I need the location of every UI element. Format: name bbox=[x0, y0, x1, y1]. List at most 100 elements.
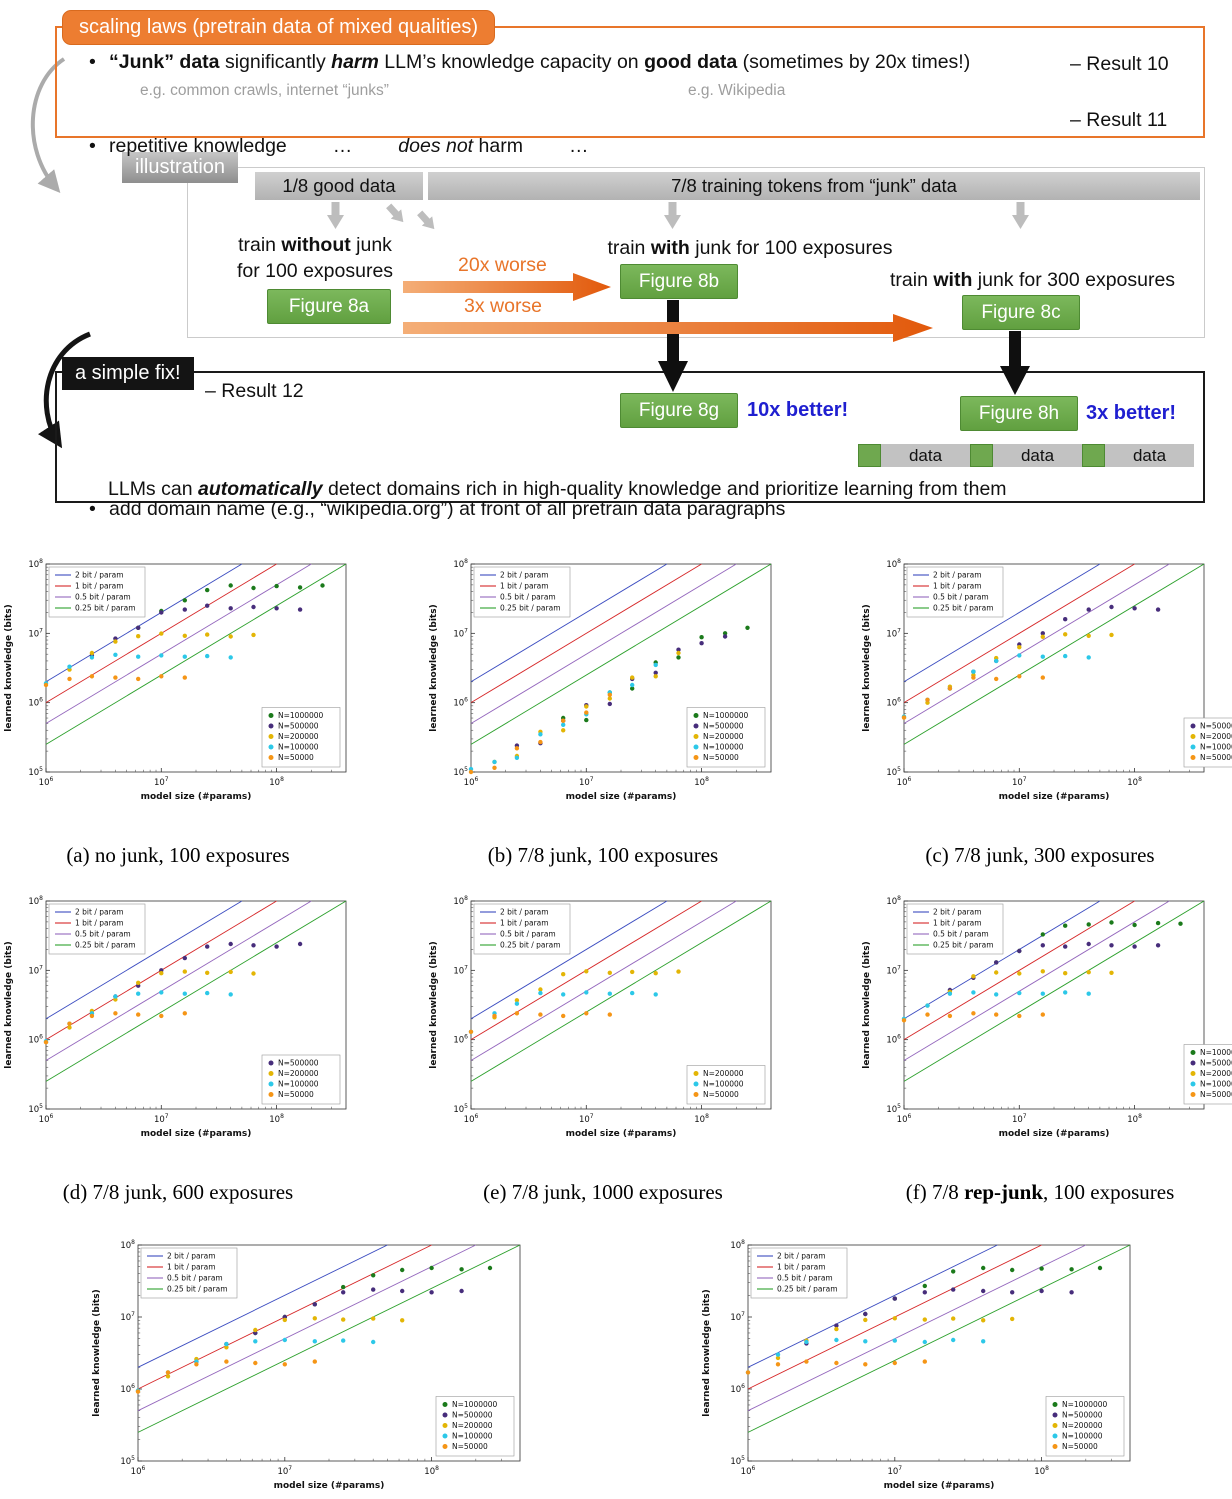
domain-tag-icon bbox=[858, 444, 881, 467]
chart-b-caption: (b) 7/8 junk, 100 exposures bbox=[425, 843, 781, 868]
svg-text:0.25 bit / param: 0.25 bit / param bbox=[933, 941, 994, 950]
svg-text:106: 106 bbox=[886, 697, 901, 709]
automatically-word: automatically bbox=[197, 478, 323, 500]
svg-text:106: 106 bbox=[28, 697, 43, 709]
svg-text:model size (#params): model size (#params) bbox=[274, 1481, 385, 1491]
worse-3x-label: 3x worse bbox=[464, 295, 543, 317]
data-bar: data data data bbox=[858, 444, 1194, 467]
better-10x-label: 10x better! bbox=[747, 399, 849, 421]
chart-f-plot: 106 107 108 105 106 107 108 2 bit / param 1 bit … bbox=[858, 895, 1232, 1152]
chart-g-plot: 106 107 108 105 106 107 108 2 bit / param 1 bit … bbox=[88, 1237, 530, 1499]
svg-text:0.25 bit / param: 0.25 bit / param bbox=[500, 604, 561, 613]
svg-text:0.25 bit / param: 0.25 bit / param bbox=[933, 604, 994, 613]
bullet-repetitive: repetitive knowledge … does not harm … bbox=[85, 134, 985, 160]
chart-e-caption: (e) 7/8 junk, 1000 exposures bbox=[425, 1180, 781, 1205]
svg-text:0.5 bit / param: 0.5 bit / param bbox=[75, 593, 131, 602]
svg-text:learned knowledge (bits): learned knowledge (bits) bbox=[702, 1289, 712, 1416]
svg-text:N=500000: N=500000 bbox=[703, 722, 744, 731]
fix-bullet-text: add domain name (e.g., “wikipedia.org”) … bbox=[85, 497, 845, 523]
svg-text:1 bit / param: 1 bit / param bbox=[500, 919, 549, 928]
ellipsis: … bbox=[332, 134, 353, 157]
chart-d: 106 107 108 105 106 107 108 2 bit / param 1 bit … bbox=[0, 895, 356, 1205]
svg-text:model size (#params): model size (#params) bbox=[141, 1129, 252, 1139]
chart-e: 106 107 108 105 106 107 108 2 bit / param 1 bit … bbox=[425, 895, 781, 1205]
svg-text:N=200000: N=200000 bbox=[278, 1069, 319, 1078]
chart-c-plot: 106 107 108 105 106 107 108 2 bit / param 1 bit … bbox=[858, 558, 1232, 815]
text: junk for 300 exposures bbox=[972, 269, 1176, 291]
figure-8a-box: Figure 8a bbox=[267, 289, 391, 324]
svg-text:2 bit / param: 2 bit / param bbox=[500, 571, 549, 580]
svg-text:model size (#params): model size (#params) bbox=[141, 792, 252, 802]
svg-text:N=50000: N=50000 bbox=[1062, 1442, 1098, 1451]
chart-b: 106 107 108 105 106 107 108 2 bit / param 1 bit … bbox=[425, 558, 781, 868]
bullet-text: (sometimes by 20x times!) bbox=[737, 51, 971, 73]
text: junk bbox=[350, 234, 392, 256]
figure-8c-box: Figure 8c bbox=[962, 295, 1080, 330]
data-segment: data bbox=[1082, 444, 1194, 467]
text: junk for 100 exposures bbox=[689, 237, 893, 259]
svg-text:N=200000: N=200000 bbox=[703, 732, 744, 741]
chart-d-plot: 106 107 108 105 106 107 108 2 bit / param 1 bit … bbox=[0, 895, 356, 1152]
text: train bbox=[607, 237, 651, 259]
harm-word: harm bbox=[478, 134, 523, 157]
svg-text:105: 105 bbox=[120, 1455, 135, 1467]
data-chunk-label: data bbox=[881, 444, 970, 467]
caption-text: , 100 exposures bbox=[1043, 1180, 1175, 1204]
svg-text:N=100000: N=100000 bbox=[278, 743, 319, 752]
chart-c: 106 107 108 105 106 107 108 2 bit / param 1 bit … bbox=[858, 558, 1232, 868]
svg-text:0.5 bit / param: 0.5 bit / param bbox=[500, 930, 556, 939]
does-not-harm-label: does not harm bbox=[398, 134, 523, 160]
fix-line2-text: LLMs can automatically detect domains ri… bbox=[108, 477, 1108, 503]
bullet-junk-harm: “Junk” data significantly harm LLM’s kno… bbox=[85, 50, 1065, 76]
svg-text:0.5 bit / param: 0.5 bit / param bbox=[933, 593, 989, 602]
svg-text:N=1000000: N=1000000 bbox=[1200, 1048, 1232, 1057]
svg-text:learned knowledge (bits): learned knowledge (bits) bbox=[862, 604, 872, 731]
svg-text:107: 107 bbox=[887, 1465, 902, 1477]
does-not-label: does not bbox=[398, 134, 474, 157]
svg-text:108: 108 bbox=[269, 1113, 284, 1125]
svg-text:N=200000: N=200000 bbox=[1200, 732, 1232, 741]
train-with-junk-300-label: train with junk for 300 exposures bbox=[890, 268, 1205, 294]
exposures-label: for 100 exposures bbox=[236, 259, 394, 282]
train-with-junk-100-label: train with junk for 100 exposures bbox=[595, 236, 905, 262]
svg-text:model size (#params): model size (#params) bbox=[884, 1481, 995, 1491]
svg-text:108: 108 bbox=[424, 1465, 439, 1477]
result-12-label: – Result 12 bbox=[205, 380, 304, 402]
svg-text:0.25 bit / param: 0.25 bit / param bbox=[75, 604, 136, 613]
svg-text:106: 106 bbox=[886, 1034, 901, 1046]
svg-text:learned knowledge (bits): learned knowledge (bits) bbox=[429, 941, 439, 1068]
curved-arrow-gray-icon bbox=[30, 57, 66, 193]
svg-text:N=100000: N=100000 bbox=[452, 1432, 493, 1441]
svg-text:0.25 bit / param: 0.25 bit / param bbox=[777, 1285, 838, 1294]
svg-text:N=50000: N=50000 bbox=[703, 1090, 739, 1099]
svg-text:1 bit / param: 1 bit / param bbox=[933, 919, 982, 928]
svg-text:0.25 bit / param: 0.25 bit / param bbox=[167, 1285, 228, 1294]
svg-text:N=200000: N=200000 bbox=[278, 732, 319, 741]
down-arrow-icon bbox=[1012, 202, 1029, 229]
text: train bbox=[238, 234, 282, 256]
chart-a-plot: 106 107 108 105 106 107 108 2 bit / param 1 bit … bbox=[0, 558, 356, 815]
junk-data-box: 7/8 training tokens from “junk” data bbox=[428, 172, 1200, 200]
data-chunk-label: data bbox=[1105, 444, 1194, 467]
svg-text:N=1000000: N=1000000 bbox=[1062, 1400, 1108, 1409]
curved-arrow-black-icon bbox=[38, 331, 91, 449]
black-down-arrow-icon bbox=[1000, 331, 1030, 395]
text: train bbox=[890, 269, 934, 291]
chart-f-caption: (f) 7/8 rep-junk, 100 exposures bbox=[858, 1180, 1222, 1205]
svg-text:107: 107 bbox=[453, 627, 468, 639]
svg-text:108: 108 bbox=[1127, 776, 1142, 788]
svg-text:106: 106 bbox=[897, 776, 912, 788]
svg-text:0.25 bit / param: 0.25 bit / param bbox=[500, 941, 561, 950]
svg-text:106: 106 bbox=[28, 1034, 43, 1046]
svg-text:N=200000: N=200000 bbox=[1200, 1069, 1232, 1078]
svg-text:N=50000: N=50000 bbox=[278, 1090, 314, 1099]
figure-8b-box: Figure 8b bbox=[620, 264, 738, 299]
svg-text:0.5 bit / param: 0.5 bit / param bbox=[75, 930, 131, 939]
svg-text:2 bit / param: 2 bit / param bbox=[777, 1252, 826, 1261]
svg-text:N=100000: N=100000 bbox=[278, 1080, 319, 1089]
svg-text:1 bit / param: 1 bit / param bbox=[75, 582, 124, 591]
svg-text:model size (#params): model size (#params) bbox=[566, 792, 677, 802]
svg-text:106: 106 bbox=[39, 776, 54, 788]
svg-text:N=500000: N=500000 bbox=[278, 1059, 319, 1068]
svg-text:107: 107 bbox=[886, 964, 901, 976]
